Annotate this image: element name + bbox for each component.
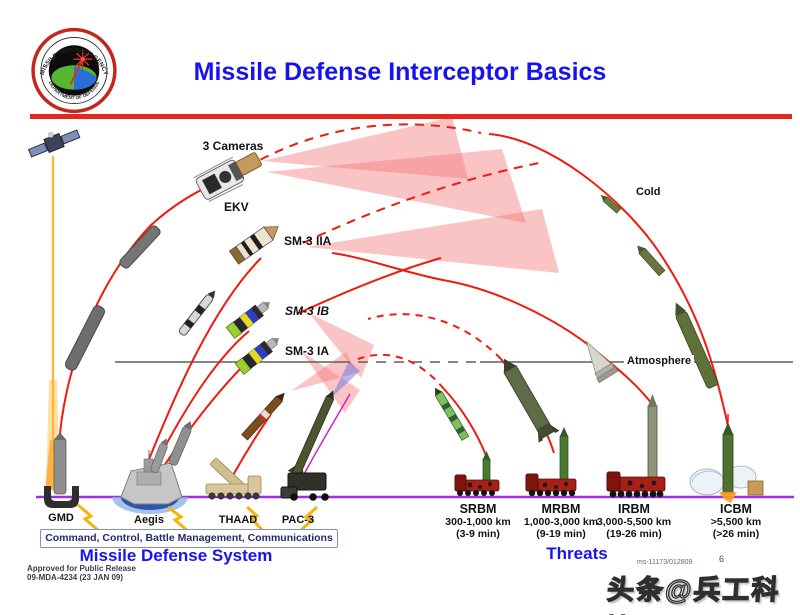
thaad-missile-icon bbox=[241, 392, 285, 441]
pac3-launcher-icon bbox=[280, 472, 329, 501]
threat-mrbm: MRBM 1,000-3,000 km (9-19 min) bbox=[506, 502, 616, 540]
gmd-booster-stage-icon bbox=[64, 225, 216, 371]
irbm-launcher-icon bbox=[606, 394, 666, 498]
label-thaad: THAAD bbox=[218, 514, 258, 526]
icbm-site-icon bbox=[689, 414, 764, 503]
srbm-launcher-icon bbox=[454, 451, 500, 496]
threat-time: (>26 min) bbox=[712, 528, 760, 540]
sm3-1a-missile-icon bbox=[234, 337, 279, 375]
approval-line1: Approved for Public Release bbox=[27, 564, 136, 573]
label-sm3-1b: SM-3 IB bbox=[285, 304, 330, 318]
threat-range: >5,500 km bbox=[710, 516, 762, 528]
threat-range: 3,000-5,500 km bbox=[596, 516, 672, 528]
sm3-2a-missile-icon bbox=[228, 226, 279, 265]
approval-line2: 09-MDA-4234 (23 JAN 09) bbox=[27, 573, 124, 582]
sm3-1b-missile-icon bbox=[225, 301, 270, 339]
threat-name: SRBM bbox=[459, 502, 497, 516]
watermark: 头条@兵工科技 bbox=[603, 574, 782, 615]
srbm-missile-icon bbox=[434, 387, 470, 441]
threat-time: (3-9 min) bbox=[456, 528, 500, 540]
header-divider bbox=[30, 114, 792, 119]
page-title: Missile Defense Interceptor Basics bbox=[193, 58, 607, 86]
threat-srbm: SRBM 300-1,000 km (3-9 min) bbox=[423, 502, 533, 540]
seeker-cones bbox=[262, 117, 559, 413]
threat-name: MRBM bbox=[541, 502, 581, 516]
icbm-stage-icons bbox=[600, 194, 719, 389]
pac3-missile-icon bbox=[287, 390, 335, 479]
mrbm-launcher-icon bbox=[525, 427, 577, 497]
mrbm-missile-icon bbox=[503, 358, 560, 443]
threat-range: 1,000-3,000 km bbox=[523, 516, 599, 528]
label-atmosphere: Atmosphere bbox=[624, 355, 695, 367]
satellite-icon bbox=[27, 129, 81, 158]
threat-irbm: IRBM 3,000-5,500 km (19-26 min) bbox=[579, 502, 689, 540]
threat-icbm: ICBM >5,500 km (>26 min) bbox=[681, 502, 791, 540]
c2bmc-link-bolts bbox=[77, 503, 319, 534]
label-sm3-1a: SM-3 IA bbox=[285, 344, 330, 358]
label-pac3: PAC-3 bbox=[281, 514, 315, 526]
thaad-launcher-icon bbox=[205, 458, 262, 500]
threats-title: Threats bbox=[546, 544, 608, 563]
threat-range: 300-1,000 km bbox=[445, 516, 511, 528]
page-number: 6 bbox=[719, 554, 725, 564]
ekv-icon bbox=[193, 152, 262, 202]
irbm-reentry-vehicle-icon bbox=[585, 340, 619, 384]
label-3-cameras: 3 Cameras bbox=[202, 139, 264, 153]
missile-defense-system-title: Missile Defense System bbox=[79, 546, 273, 565]
label-ekv: EKV bbox=[224, 200, 249, 214]
threat-time: (19-26 min) bbox=[606, 528, 662, 540]
c2bmc-box: Command, Control, Battle Management, Com… bbox=[40, 529, 338, 548]
label-aegis: Aegis bbox=[134, 514, 164, 526]
label-sm3-2a: SM-3 IIA bbox=[284, 234, 332, 248]
gmd-silo-icon bbox=[44, 432, 79, 508]
doc-number: ms-11173/012809 bbox=[637, 559, 693, 566]
approval-notice: Approved for Public Release 09-MDA-4234 … bbox=[27, 564, 136, 582]
mda-agency-logo: MISSILE DEFENSE AGENCY DEPARTMENT OF DEF… bbox=[31, 27, 117, 114]
aegis-ship-icon bbox=[112, 421, 192, 514]
threat-time: (9-19 min) bbox=[536, 528, 586, 540]
label-cold: Cold bbox=[636, 186, 661, 198]
threat-name: IRBM bbox=[618, 502, 650, 516]
threat-name: ICBM bbox=[720, 502, 752, 516]
label-gmd: GMD bbox=[48, 512, 74, 524]
